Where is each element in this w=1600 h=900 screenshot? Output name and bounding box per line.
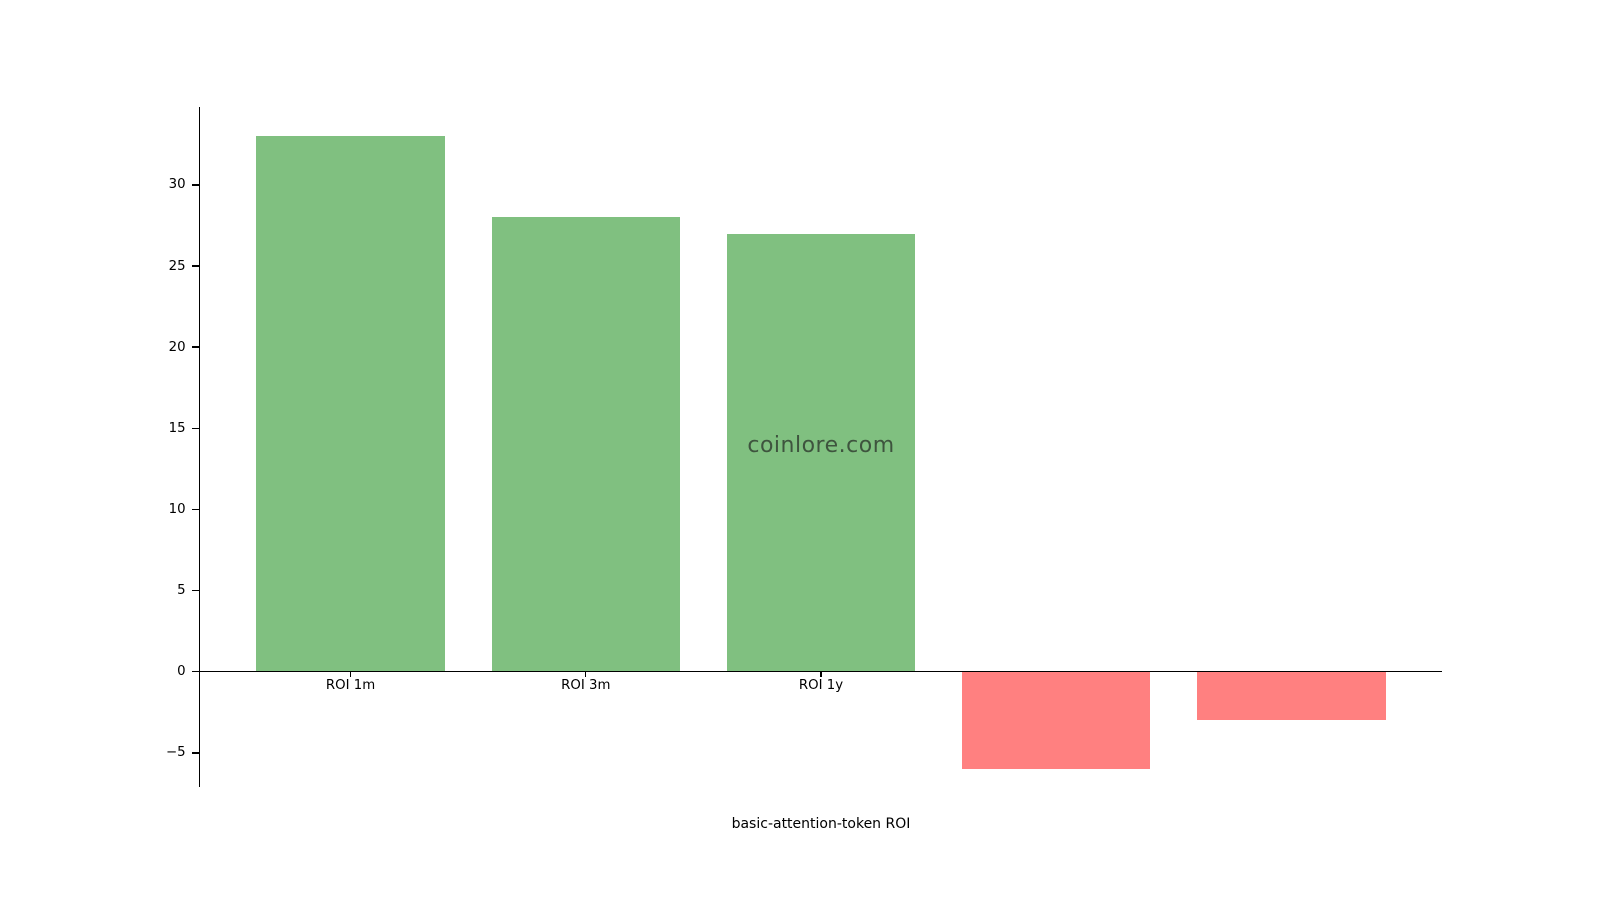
x-tick-label: ROI 1y (798, 677, 844, 693)
x-tick-label: ROI 1m (325, 677, 376, 693)
y-tick-mark (191, 589, 199, 592)
y-tick-label: 30 (168, 177, 186, 193)
y-tick-label: 25 (168, 258, 186, 274)
x-tick-mark (585, 672, 587, 678)
y-tick-label: 5 (177, 583, 186, 599)
y-tick-label: 10 (168, 501, 186, 517)
watermark-text: coinlore.com (747, 433, 895, 458)
chart-title: basic-attention-token ROI (731, 816, 911, 832)
y-tick-mark (191, 427, 199, 430)
y-tick-mark (191, 508, 199, 511)
bar-roi-3m (491, 217, 680, 672)
bar-roi-1m (256, 136, 445, 672)
x-axis-zero-line (198, 671, 1442, 673)
y-tick-label: 15 (168, 420, 186, 436)
x-tick-label: ROI 3m (561, 677, 611, 693)
bar-unlabeled-3 (962, 672, 1151, 770)
y-axis-line (198, 107, 200, 787)
x-tick-mark (349, 672, 352, 678)
y-tick-mark (191, 346, 199, 348)
x-tick-mark (820, 672, 822, 678)
y-tick-mark (191, 184, 199, 186)
y-tick-mark (191, 752, 199, 754)
y-tick-label: 20 (168, 339, 186, 355)
y-tick-label: 0 (177, 664, 186, 680)
y-tick-label: −5 (165, 745, 186, 761)
y-tick-mark (191, 265, 199, 267)
bar-unlabeled-4 (1197, 672, 1386, 721)
bar-roi-1y (726, 233, 916, 672)
y-tick-mark (191, 671, 199, 673)
